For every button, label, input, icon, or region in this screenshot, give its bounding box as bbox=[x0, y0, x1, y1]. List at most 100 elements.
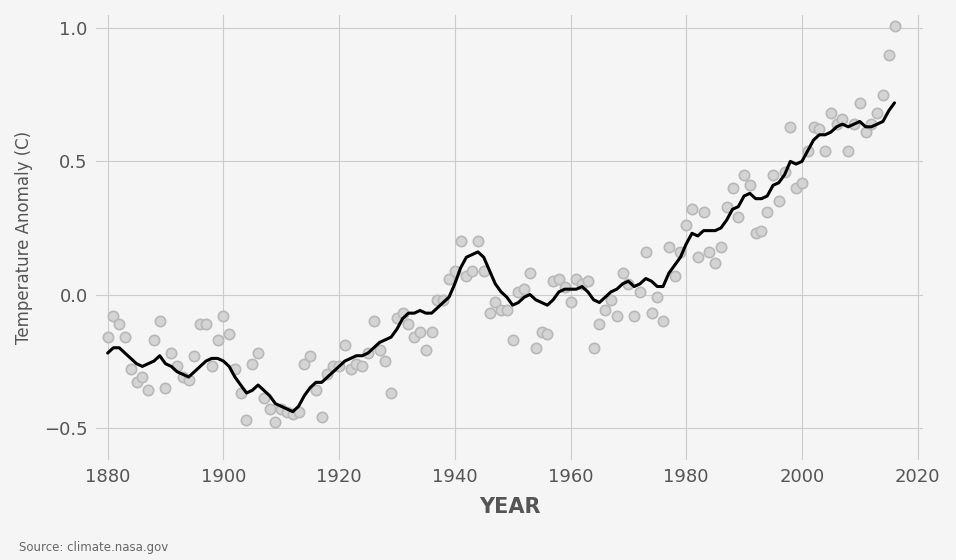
Point bbox=[725, 184, 740, 193]
Point bbox=[528, 343, 543, 352]
Point bbox=[262, 404, 277, 413]
Point bbox=[418, 346, 433, 355]
Point bbox=[222, 330, 237, 339]
Point bbox=[592, 319, 607, 328]
Point bbox=[360, 348, 376, 357]
Point bbox=[273, 404, 289, 413]
Point bbox=[557, 282, 573, 291]
Point bbox=[794, 178, 810, 187]
Point bbox=[603, 295, 619, 304]
Point bbox=[285, 410, 300, 419]
Point bbox=[569, 274, 584, 283]
Point bbox=[123, 365, 139, 374]
Point bbox=[476, 266, 491, 275]
Point bbox=[696, 208, 711, 217]
Point bbox=[835, 114, 850, 123]
Point bbox=[233, 389, 249, 398]
Point bbox=[673, 248, 688, 256]
Point bbox=[511, 287, 526, 296]
Point bbox=[650, 293, 665, 302]
Point bbox=[736, 170, 751, 179]
Point bbox=[389, 314, 404, 323]
Point bbox=[279, 407, 294, 416]
Text: Source: climate.nasa.gov: Source: climate.nasa.gov bbox=[19, 542, 168, 554]
Point bbox=[662, 242, 677, 251]
Point bbox=[667, 272, 683, 281]
Point bbox=[499, 306, 514, 315]
Point bbox=[575, 279, 590, 288]
Point bbox=[326, 362, 341, 371]
Point bbox=[296, 360, 312, 368]
Point bbox=[406, 333, 422, 342]
Point bbox=[829, 120, 844, 129]
Point bbox=[412, 327, 427, 336]
Point bbox=[141, 386, 156, 395]
Point bbox=[181, 375, 196, 384]
Point bbox=[112, 319, 127, 328]
Point bbox=[748, 229, 763, 238]
Point bbox=[337, 340, 353, 349]
Point bbox=[817, 146, 833, 155]
Point bbox=[846, 120, 861, 129]
Point bbox=[106, 311, 121, 320]
Point bbox=[395, 309, 410, 318]
Point bbox=[771, 197, 787, 206]
Point bbox=[198, 319, 213, 328]
Point bbox=[586, 343, 601, 352]
Point bbox=[205, 362, 220, 371]
Point bbox=[135, 372, 150, 381]
Point bbox=[158, 383, 173, 392]
Point bbox=[783, 122, 798, 131]
Point bbox=[268, 418, 283, 427]
Point bbox=[378, 357, 393, 366]
Point bbox=[100, 333, 116, 342]
Point bbox=[719, 202, 734, 211]
Point bbox=[546, 277, 561, 286]
Point bbox=[852, 99, 867, 108]
Point bbox=[800, 146, 815, 155]
Point bbox=[442, 274, 457, 283]
Point bbox=[424, 327, 440, 336]
Point bbox=[493, 306, 509, 315]
Point bbox=[887, 21, 902, 30]
Point bbox=[540, 330, 555, 339]
Point bbox=[250, 348, 266, 357]
Point bbox=[118, 333, 133, 342]
Point bbox=[320, 370, 336, 379]
Point bbox=[239, 415, 254, 424]
Point bbox=[656, 316, 671, 325]
Point bbox=[760, 208, 775, 217]
Point bbox=[470, 237, 486, 246]
Point bbox=[430, 295, 445, 304]
Point bbox=[626, 311, 641, 320]
Point bbox=[812, 125, 827, 134]
Point bbox=[632, 287, 647, 296]
Point bbox=[302, 351, 317, 360]
Point bbox=[308, 386, 323, 395]
Point bbox=[447, 266, 463, 275]
Point bbox=[598, 306, 613, 315]
Point bbox=[806, 122, 821, 131]
Point bbox=[522, 269, 537, 278]
Point bbox=[129, 378, 144, 387]
Point bbox=[175, 372, 190, 381]
Point bbox=[753, 226, 769, 235]
Point bbox=[192, 319, 207, 328]
Point bbox=[315, 413, 330, 422]
Point bbox=[291, 407, 306, 416]
Point bbox=[615, 269, 630, 278]
Point bbox=[679, 221, 694, 230]
Point bbox=[366, 316, 381, 325]
Point bbox=[876, 90, 891, 99]
Point bbox=[870, 109, 885, 118]
Point bbox=[713, 242, 728, 251]
Point bbox=[459, 272, 474, 281]
Point bbox=[580, 277, 596, 286]
Point bbox=[858, 128, 873, 137]
Point bbox=[349, 360, 364, 368]
Point bbox=[256, 394, 272, 403]
Point bbox=[840, 146, 856, 155]
Point bbox=[465, 266, 480, 275]
Point bbox=[355, 362, 370, 371]
Point bbox=[436, 295, 451, 304]
